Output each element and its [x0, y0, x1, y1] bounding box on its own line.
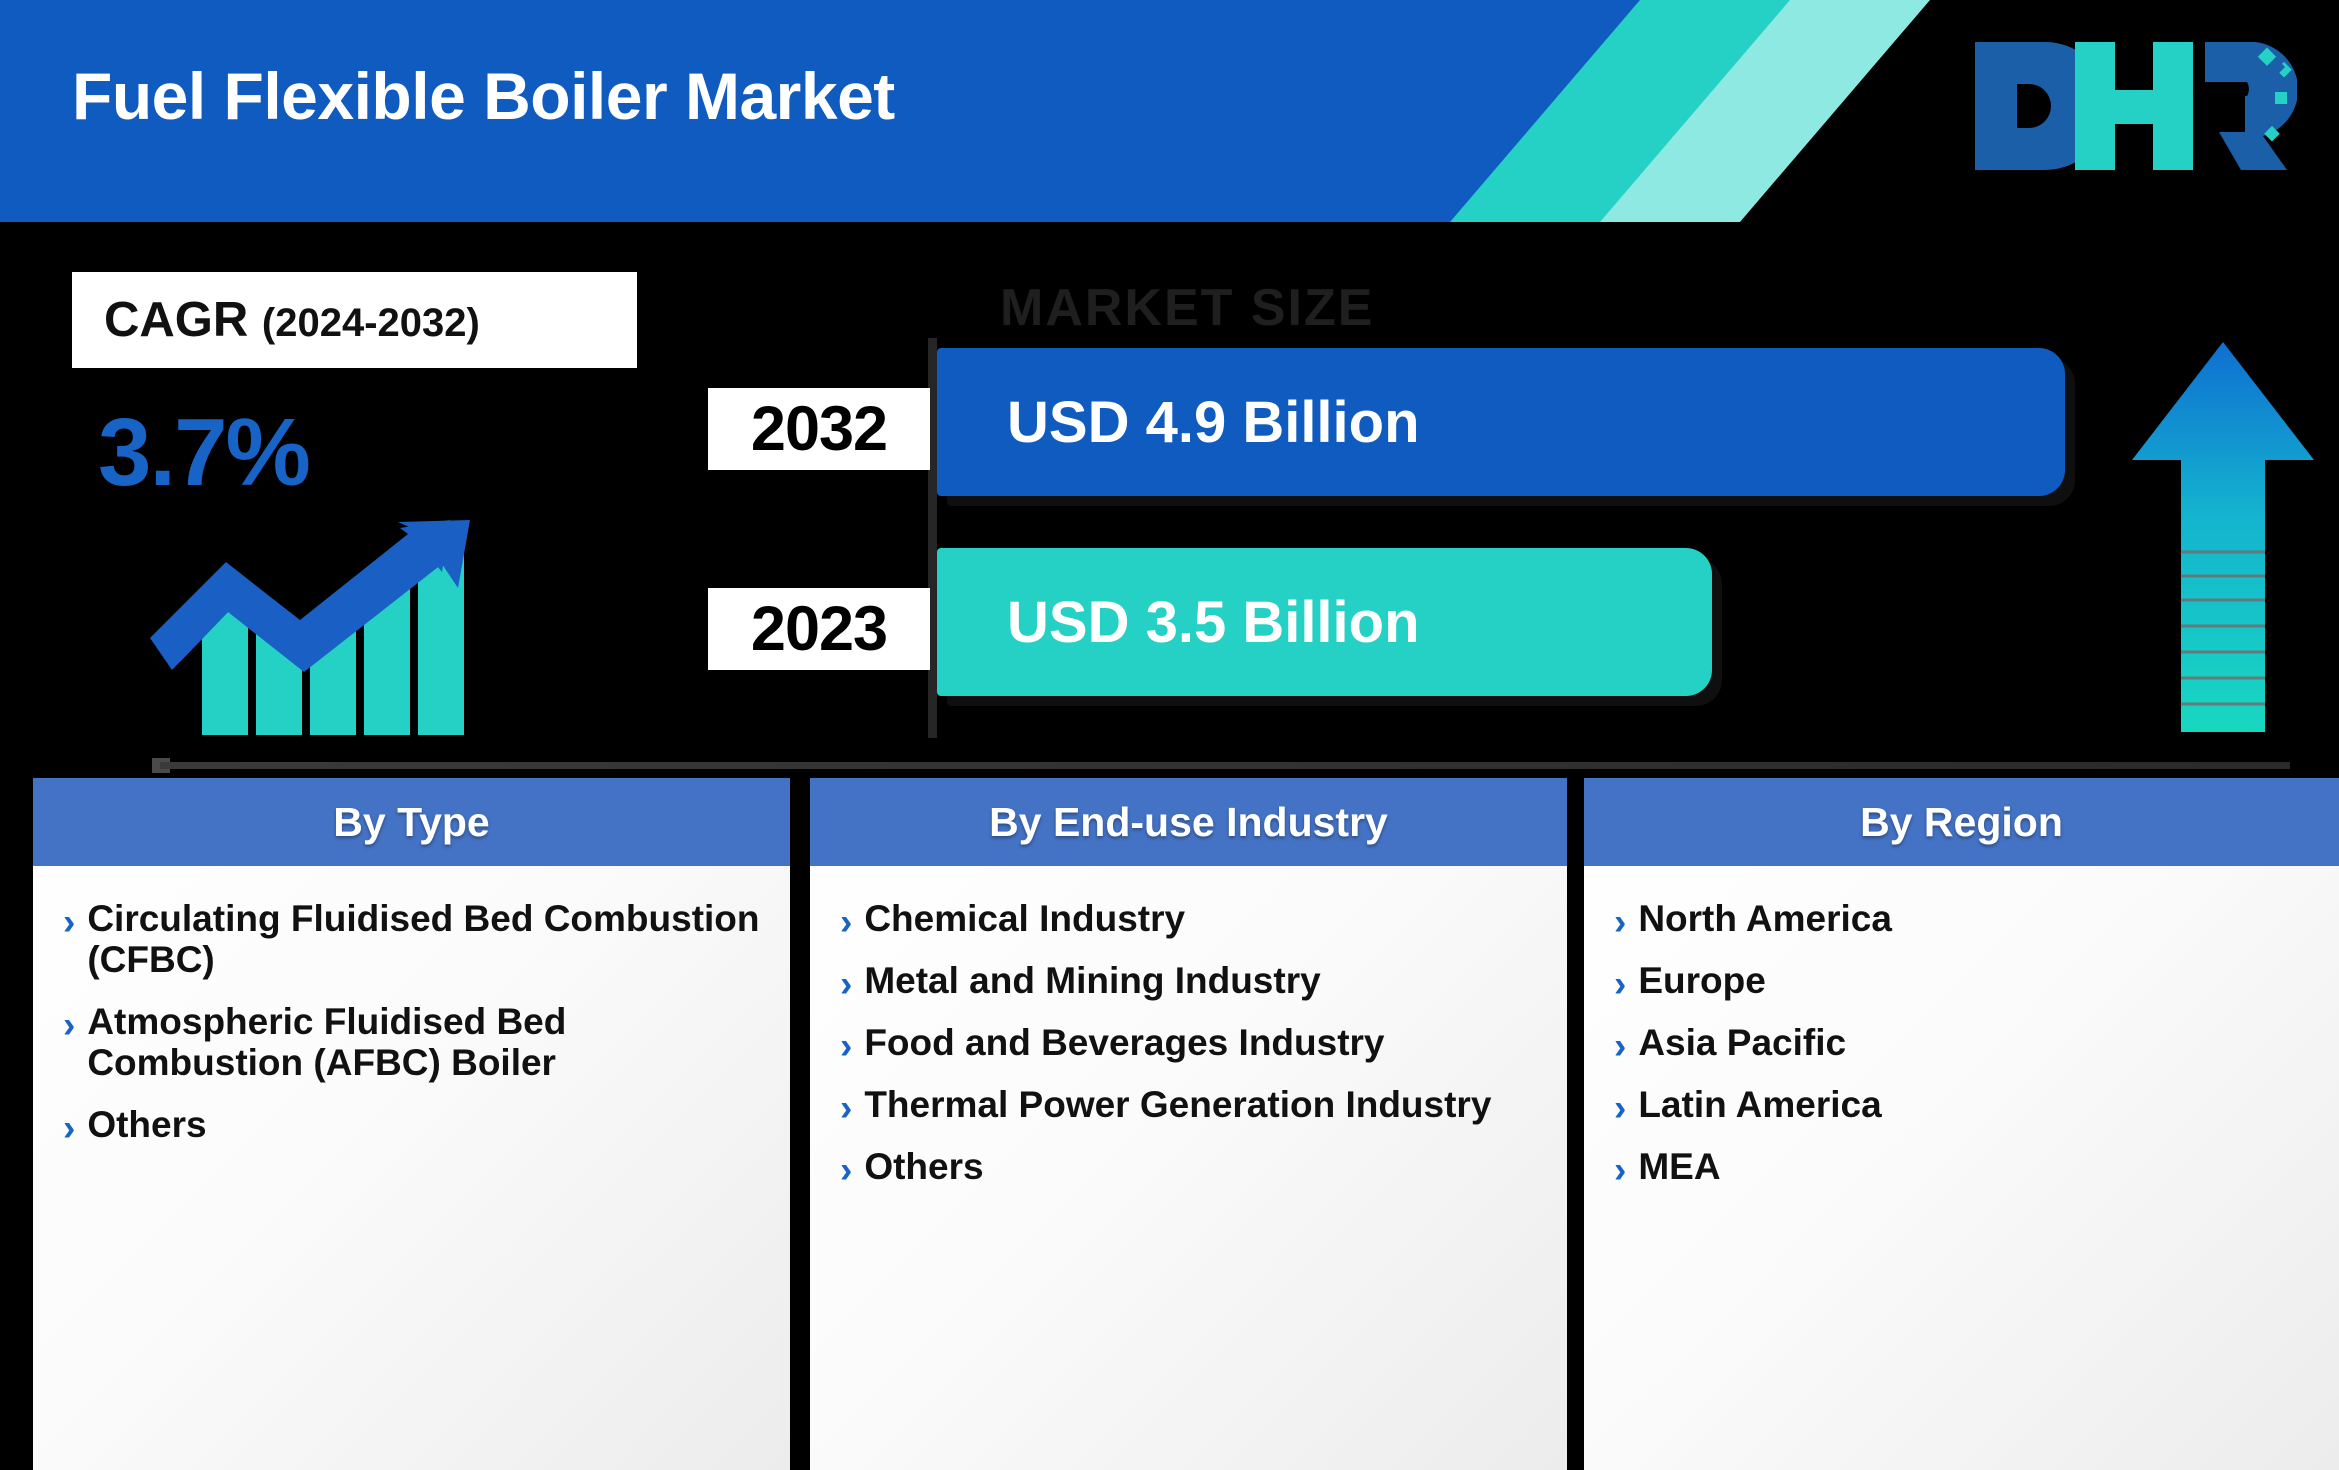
list-item[interactable]: › Others — [810, 1136, 1567, 1198]
list-item[interactable]: › Others — [33, 1094, 790, 1156]
list-item[interactable]: › Atmospheric Fluidised Bed Combustion (… — [33, 991, 790, 1094]
list-item-label: Others — [864, 1146, 984, 1187]
cagr-label-text: CAGR (2024-2032) — [104, 292, 480, 348]
chart-axis-line — [928, 338, 937, 738]
list-item[interactable]: › Metal and Mining Industry — [810, 950, 1567, 1012]
list-item-label: Atmospheric Fluidised Bed Combustion (AF… — [87, 1000, 567, 1084]
list-item-label: Metal and Mining Industry — [864, 960, 1321, 1001]
list-item[interactable]: › Circulating Fluidised Bed Combustion (… — [33, 888, 790, 991]
chevron-right-icon: › — [1614, 1025, 1627, 1066]
chevron-right-icon: › — [840, 901, 853, 942]
list-item[interactable]: › Latin America — [1584, 1074, 2339, 1136]
chevron-right-icon: › — [1614, 963, 1627, 1004]
section-divider — [160, 762, 2290, 769]
panel-items-by-type: › Circulating Fluidised Bed Combustion (… — [33, 866, 790, 1156]
page-title: Fuel Flexible Boiler Market — [72, 59, 895, 133]
chevron-right-icon: › — [63, 1003, 76, 1045]
list-item-label: Circulating Fluidised Bed Combustion (CF… — [87, 898, 760, 981]
market-size-title: MARKET SIZE — [1000, 279, 1375, 337]
cagr-value: 3.7% — [98, 399, 311, 506]
list-item[interactable]: › Thermal Power Generation Industry — [810, 1074, 1567, 1136]
cagr-period: (2024-2032) — [261, 301, 480, 345]
panel-header-by-end-use-industry: By End-use Industry — [810, 778, 1567, 866]
list-item[interactable]: › Food and Beverages Industry — [810, 1012, 1567, 1074]
list-item-label: Food and Beverages Industry — [864, 1022, 1385, 1063]
header-blue-band — [0, 0, 1720, 222]
upward-arrow-icon — [2128, 336, 2318, 740]
bar-value-2032: USD 4.9 Billion — [1007, 389, 1420, 455]
chevron-right-icon: › — [840, 1025, 853, 1066]
header-banner: Fuel Flexible Boiler Market — [0, 0, 2339, 222]
chevron-right-icon: › — [840, 1149, 853, 1190]
list-item-label: Latin America — [1638, 1084, 1882, 1125]
dhr-logo — [1967, 32, 2297, 180]
chevron-right-icon: › — [840, 1087, 853, 1128]
panel-by-region: By Region › North America › Europe › Asi… — [1584, 778, 2339, 1470]
bar-2032: USD 4.9 Billion — [937, 348, 2065, 496]
list-item-label: Asia Pacific — [1638, 1022, 1847, 1063]
panel-by-end-use-industry: By End-use Industry › Chemical Industry … — [810, 778, 1567, 1470]
list-item[interactable]: › Chemical Industry — [810, 888, 1567, 950]
chevron-right-icon: › — [63, 901, 76, 942]
cagr-word: CAGR — [104, 293, 249, 347]
segmentation-panels: By Type › Circulating Fluidised Bed Comb… — [0, 778, 2339, 1470]
panel-header-by-type: By Type — [33, 778, 790, 866]
year-label-2032: 2032 — [708, 388, 930, 470]
year-text: 2023 — [750, 594, 888, 664]
chevron-right-icon: › — [1614, 901, 1627, 942]
year-label-2023: 2023 — [708, 588, 930, 670]
panel-items-by-region: › North America › Europe › Asia Pacific … — [1584, 866, 2339, 1198]
list-item-label: North America — [1638, 898, 1892, 939]
year-text: 2032 — [750, 394, 888, 464]
list-item-label: Chemical Industry — [864, 898, 1186, 939]
chevron-right-icon: › — [63, 1106, 76, 1148]
list-item-label: Thermal Power Generation Industry — [864, 1084, 1492, 1125]
growth-chart-icon — [150, 520, 530, 735]
list-item[interactable]: › Asia Pacific — [1584, 1012, 2339, 1074]
list-item[interactable]: › MEA — [1584, 1136, 2339, 1198]
panel-title: By Region — [1860, 798, 2063, 845]
panel-items-by-end-use-industry: › Chemical Industry › Metal and Mining I… — [810, 866, 1567, 1198]
panel-header-by-region: By Region — [1584, 778, 2339, 866]
list-item-label: MEA — [1638, 1146, 1721, 1187]
bar-value-2023: USD 3.5 Billion — [1007, 589, 1420, 655]
chevron-right-icon: › — [840, 963, 853, 1004]
chevron-right-icon: › — [1614, 1149, 1627, 1190]
panel-title: By Type — [333, 798, 490, 845]
list-item[interactable]: › Europe — [1584, 950, 2339, 1012]
list-item-label: Others — [87, 1103, 207, 1145]
cagr-label-box: CAGR (2024-2032) — [72, 272, 637, 368]
bar-2023: USD 3.5 Billion — [937, 548, 1712, 696]
panel-title: By End-use Industry — [989, 798, 1388, 845]
list-item[interactable]: › North America — [1584, 888, 2339, 950]
list-item-label: Europe — [1638, 960, 1766, 1001]
chevron-right-icon: › — [1614, 1087, 1627, 1128]
panel-by-type: By Type › Circulating Fluidised Bed Comb… — [33, 778, 790, 1470]
